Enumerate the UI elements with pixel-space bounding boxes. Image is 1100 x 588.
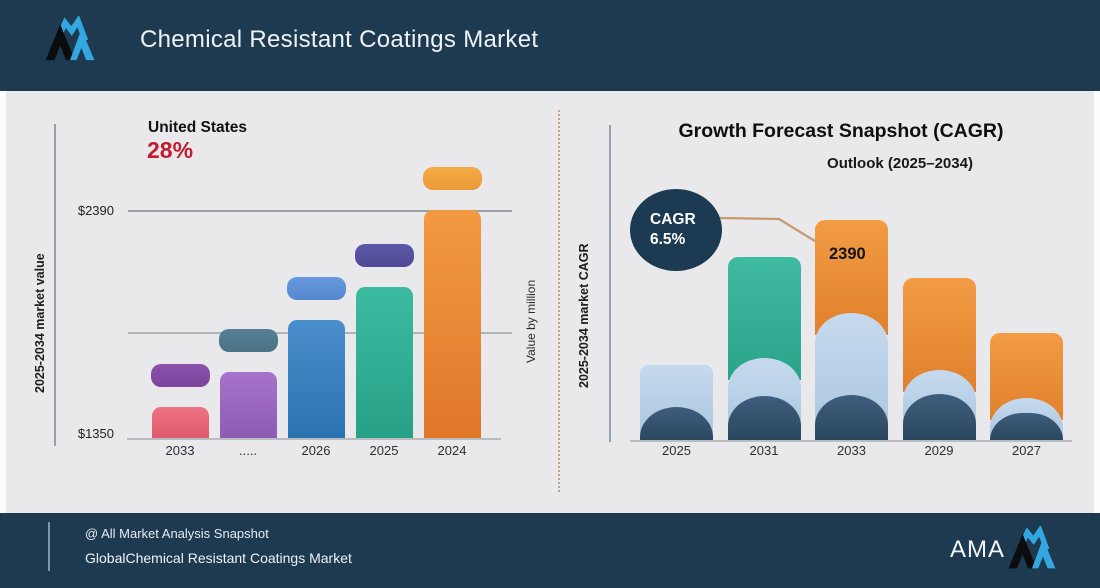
us-bar-..... bbox=[219, 372, 277, 438]
cagr-x-axis-line bbox=[630, 440, 1072, 442]
right-edge bbox=[1094, 91, 1100, 513]
us-ytick-1350: $1350 bbox=[77, 426, 114, 441]
us-bar-cap-..... bbox=[218, 329, 278, 353]
cagr-xtick-2031: 2031 bbox=[749, 443, 779, 458]
content: 2025-2034 market value $2390 $1350 Unite… bbox=[0, 91, 1100, 513]
cagr-bar-2031-base bbox=[727, 396, 801, 440]
panel-divider bbox=[558, 110, 560, 492]
cagr-badge-label: CAGR bbox=[650, 210, 696, 228]
us-bar-2024 bbox=[423, 210, 481, 438]
us-ytick-2390: $2390 bbox=[77, 203, 114, 218]
us-xtick-2024: 2024 bbox=[437, 443, 467, 458]
footer-copyright: @ All Market Analysis Snapshot bbox=[85, 526, 269, 541]
cagr-title: Growth Forecast Snapshot (CAGR) bbox=[678, 120, 1004, 142]
cagr-xtick-2025: 2025 bbox=[662, 443, 691, 458]
footer: @ All Market Analysis Snapshot GlobalChe… bbox=[0, 513, 1100, 588]
us-xtick-2026: 2026 bbox=[301, 443, 331, 458]
us-xtick-2033: 2033 bbox=[165, 443, 195, 458]
left-edge bbox=[0, 91, 6, 513]
cagr-xtick-2033: 2033 bbox=[837, 443, 866, 458]
us-share-value: 28% bbox=[147, 137, 194, 163]
us-xtick-.....: ..... bbox=[238, 443, 258, 458]
cagr-badge: CAGR 6.5% bbox=[630, 189, 722, 271]
cagr-bar-2029-base bbox=[902, 394, 976, 440]
footer-divider bbox=[48, 522, 50, 571]
us-x-axis-line bbox=[127, 438, 501, 440]
footer-brand-text: AMA bbox=[950, 536, 1006, 563]
cagr-xtick-2029: 2029 bbox=[924, 443, 954, 458]
us-bar-cap-2033 bbox=[150, 364, 210, 388]
value-by-million-label: Value by million bbox=[524, 279, 538, 363]
ama-logo-icon bbox=[1008, 526, 1056, 569]
us-region-label: United States bbox=[148, 119, 248, 136]
us-bar-2026 bbox=[287, 319, 345, 438]
cagr-y-axis-line bbox=[609, 125, 611, 442]
header: Chemical Resistant Coatings Market bbox=[0, 0, 1100, 91]
cagr-subtitle: Outlook (2025–2034) bbox=[827, 155, 973, 172]
us-y-axis-line bbox=[54, 124, 56, 446]
us-bar-cap-2025 bbox=[354, 243, 414, 267]
us-xtick-2025: 2025 bbox=[369, 443, 399, 458]
us-bar-cap-2026 bbox=[286, 276, 346, 300]
ama-logo-icon bbox=[45, 16, 95, 61]
cagr-xtick-2027: 2027 bbox=[1012, 443, 1041, 458]
us-gridline-2390 bbox=[128, 210, 512, 212]
us-bar-cap-2024 bbox=[422, 167, 482, 190]
us-bar-2025 bbox=[355, 286, 413, 438]
footer-market-name: GlobalChemical Resistant Coatings Market bbox=[85, 550, 352, 566]
us-y-axis-label: 2025-2034 market value bbox=[33, 253, 47, 394]
cagr-badge-value: 6.5% bbox=[650, 231, 686, 248]
page-title: Chemical Resistant Coatings Market bbox=[140, 26, 539, 53]
cagr-bar-annotation: 2390 bbox=[829, 245, 866, 263]
us-bar-2033 bbox=[151, 407, 209, 438]
cagr-bar-2033-base bbox=[815, 395, 888, 440]
cagr-y-axis-label: 2025-2034 market CAGR bbox=[577, 243, 591, 389]
